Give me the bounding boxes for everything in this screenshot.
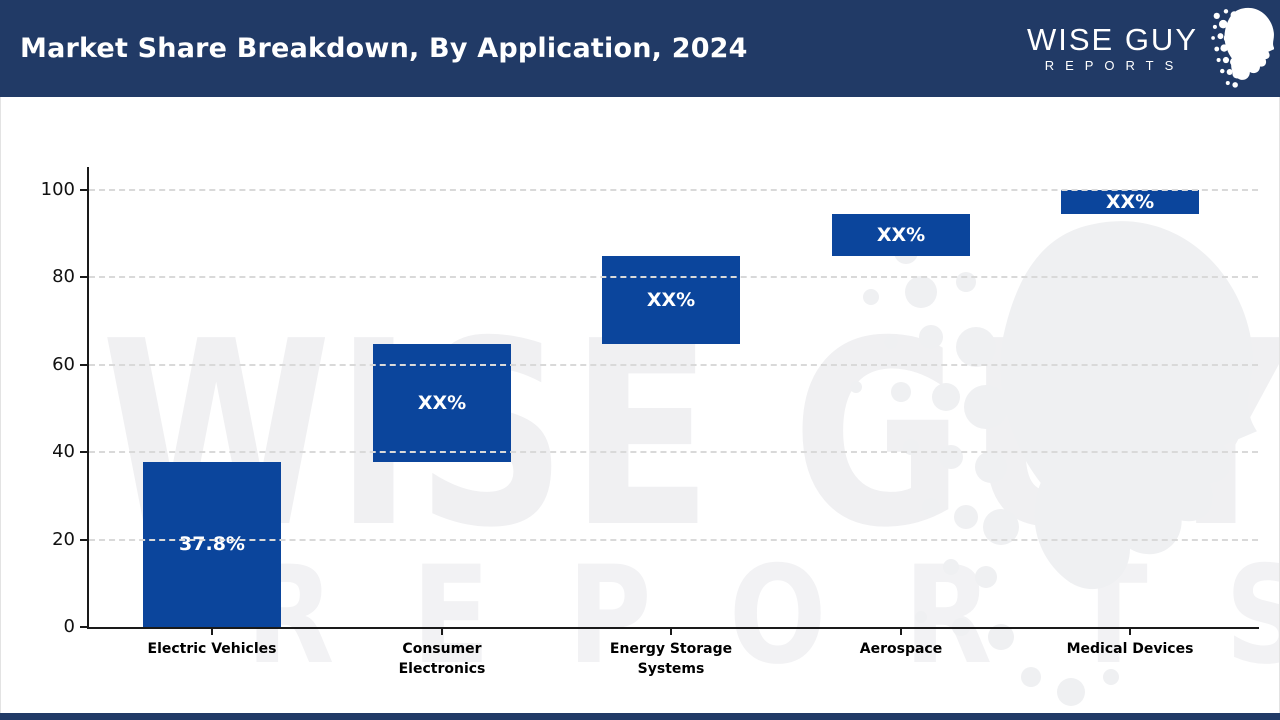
gridline-60	[89, 363, 1258, 366]
header-bar: Market Share Breakdown, By Application, …	[0, 0, 1280, 97]
brand-logo: WISE GUY REPORTS	[1027, 3, 1280, 95]
y-tick-label-100: 100	[40, 179, 75, 200]
category-label-medical-devices: Medical Devices	[1066, 641, 1194, 657]
y-tick-mark-0	[80, 626, 87, 628]
watermark-face-icon	[850, 221, 1257, 706]
y-tick-label-40: 40	[52, 441, 75, 463]
y-tick-mark-60	[80, 363, 87, 366]
y-tick-mark-100	[80, 189, 87, 191]
bar-value-label-electric-vehicles: 37.8%	[179, 533, 245, 556]
x-tick-mark-consumer-electronics	[441, 629, 443, 635]
gridline-20	[89, 538, 1258, 541]
category-label-electric-vehicles: Electric Vehicles	[147, 641, 277, 657]
brand-name: WISE GUY	[1026, 22, 1198, 57]
bar-electric-vehicles: 37.8%	[143, 461, 281, 627]
category-label-consumer-electronics: Consumer Electronics	[398, 641, 486, 677]
y-tick-mark-20	[80, 538, 87, 541]
y-tick-mark-80	[80, 276, 87, 279]
y-tick-label-20: 20	[52, 528, 75, 550]
x-tick-mark-energy-storage-systems	[670, 629, 672, 635]
brand-subtitle: REPORTS	[1044, 58, 1185, 73]
chart-canvas: WISE GUY R E P O R T S 0 20 40 60 80 100 37.8%…	[0, 97, 1280, 713]
y-tick-label-0: 0	[63, 616, 75, 637]
category-label-energy-storage-systems: Energy Storage Systems	[609, 641, 733, 677]
x-axis-line	[87, 627, 1259, 629]
bar-value-label-aerospace: XX%	[876, 224, 926, 247]
brand-logo-text: WISE GUY REPORTS	[1026, 22, 1198, 74]
x-tick-mark-aerospace	[900, 629, 902, 635]
bar-value-label-energy-storage-systems: XX%	[646, 289, 696, 312]
gridline-40	[89, 451, 1258, 454]
bar-aerospace: XX%	[832, 214, 970, 257]
chart-title: Market Share Breakdown, By Application, …	[20, 33, 748, 64]
y-tick-label-80: 80	[52, 266, 75, 288]
y-tick-mark-40	[80, 451, 87, 454]
y-axis-line	[87, 167, 89, 629]
x-tick-mark-medical-devices	[1129, 629, 1131, 635]
bar-value-label-medical-devices: XX%	[1105, 191, 1155, 214]
gridline-100	[89, 189, 1258, 191]
category-label-aerospace: Aerospace	[859, 641, 943, 657]
brand-face-icon	[1211, 7, 1274, 88]
x-tick-mark-electric-vehicles	[211, 629, 213, 635]
bar-consumer-electronics: XX%	[373, 344, 511, 462]
footer-bar	[0, 713, 1280, 720]
y-tick-label-60: 60	[52, 353, 75, 375]
bar-value-label-consumer-electronics: XX%	[417, 392, 467, 415]
bar-energy-storage-systems: XX%	[602, 256, 740, 345]
bar-medical-devices: XX%	[1061, 190, 1199, 215]
gridline-80	[89, 276, 1258, 279]
